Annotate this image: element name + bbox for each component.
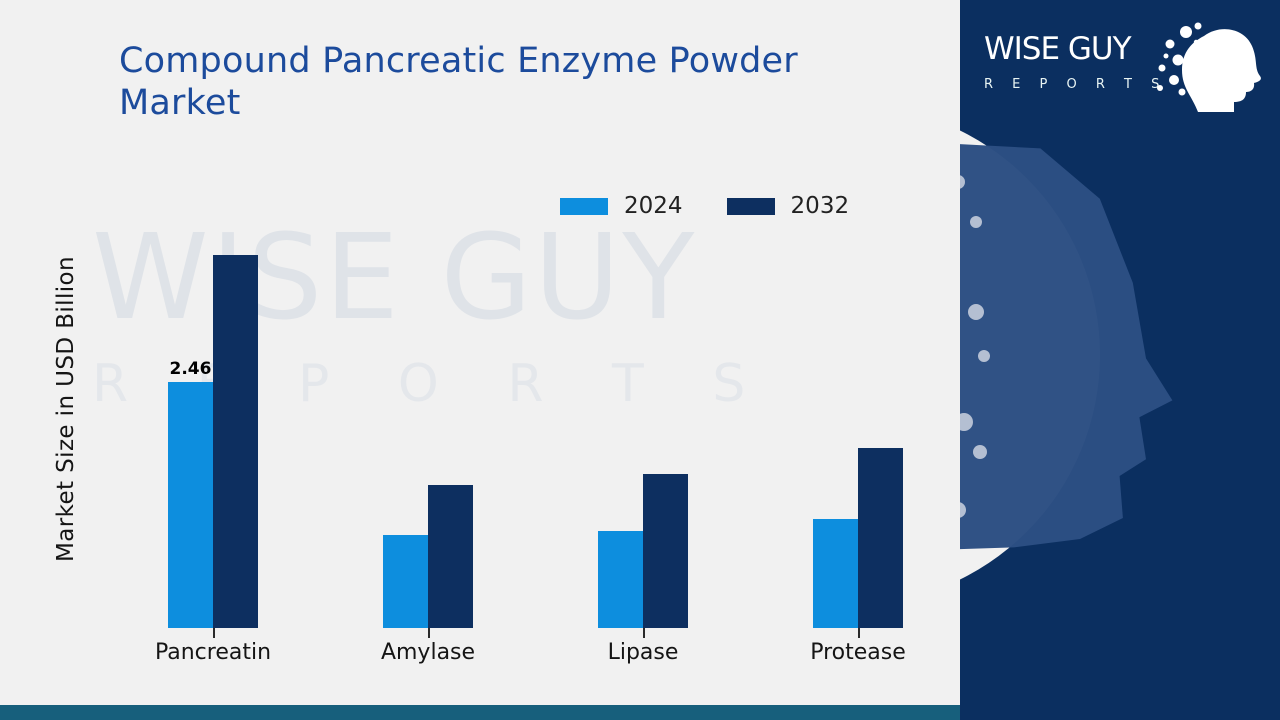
legend-label-2032: 2032 [790, 193, 850, 219]
x-tick-lipase [643, 628, 645, 638]
chart-legend: 2024 2032 [560, 193, 849, 219]
bar-protease-2024[interactable] [813, 519, 858, 628]
x-axis-label-pancreatin: Pancreatin [154, 640, 272, 665]
bar-lipase-2032[interactable] [643, 474, 688, 628]
x-tick-protease [858, 628, 860, 638]
dotted-head-profile-icon [1157, 22, 1261, 112]
legend-swatch-2024 [560, 197, 608, 215]
bar-pancreatin-2024[interactable]: 2.46 [168, 359, 213, 628]
x-tick-amylase [428, 628, 430, 638]
x-tick-pancreatin [213, 628, 215, 638]
chart-panel: WISE GUY R E P O R T S Compound Pancreat… [0, 41, 962, 720]
legend-label-2024: 2024 [624, 193, 683, 219]
bottom-accent-strip [0, 705, 962, 720]
brand-logo-sub-text: R E P O R T S [984, 77, 1167, 92]
legend-swatch-2032 [726, 197, 775, 215]
brand-logo-main-text: WISE GUY [984, 31, 1132, 67]
bar-pancreatin-2032[interactable] [213, 255, 258, 628]
brand-logo: WISE GUY R E P O R T S [984, 34, 1264, 124]
x-axis-label-amylase: Amylase [380, 640, 476, 665]
brand-panel: WISE GUY R E P O R T S [960, 0, 1280, 720]
legend-item-2032[interactable]: 2032 [726, 193, 850, 219]
x-axis-label-protease: Protease [810, 640, 906, 665]
bar-value-label-pancreatin-2024: 2.46 [169, 359, 212, 379]
plot-area: 2.46 Pancreatin Amylase L [154, 255, 906, 665]
bar-amylase-2024[interactable] [383, 535, 428, 628]
x-axis-label-lipase: Lipase [607, 640, 679, 665]
bar-protease-2032[interactable] [858, 448, 903, 628]
bar-amylase-2032[interactable] [428, 485, 473, 628]
legend-item-2024[interactable]: 2024 [560, 193, 683, 219]
molecule-dots-decoration-icon [960, 175, 990, 518]
bar-lipase-2024[interactable] [598, 531, 643, 628]
page-title: Compound Pancreatic Enzyme Powder Market [119, 41, 798, 123]
